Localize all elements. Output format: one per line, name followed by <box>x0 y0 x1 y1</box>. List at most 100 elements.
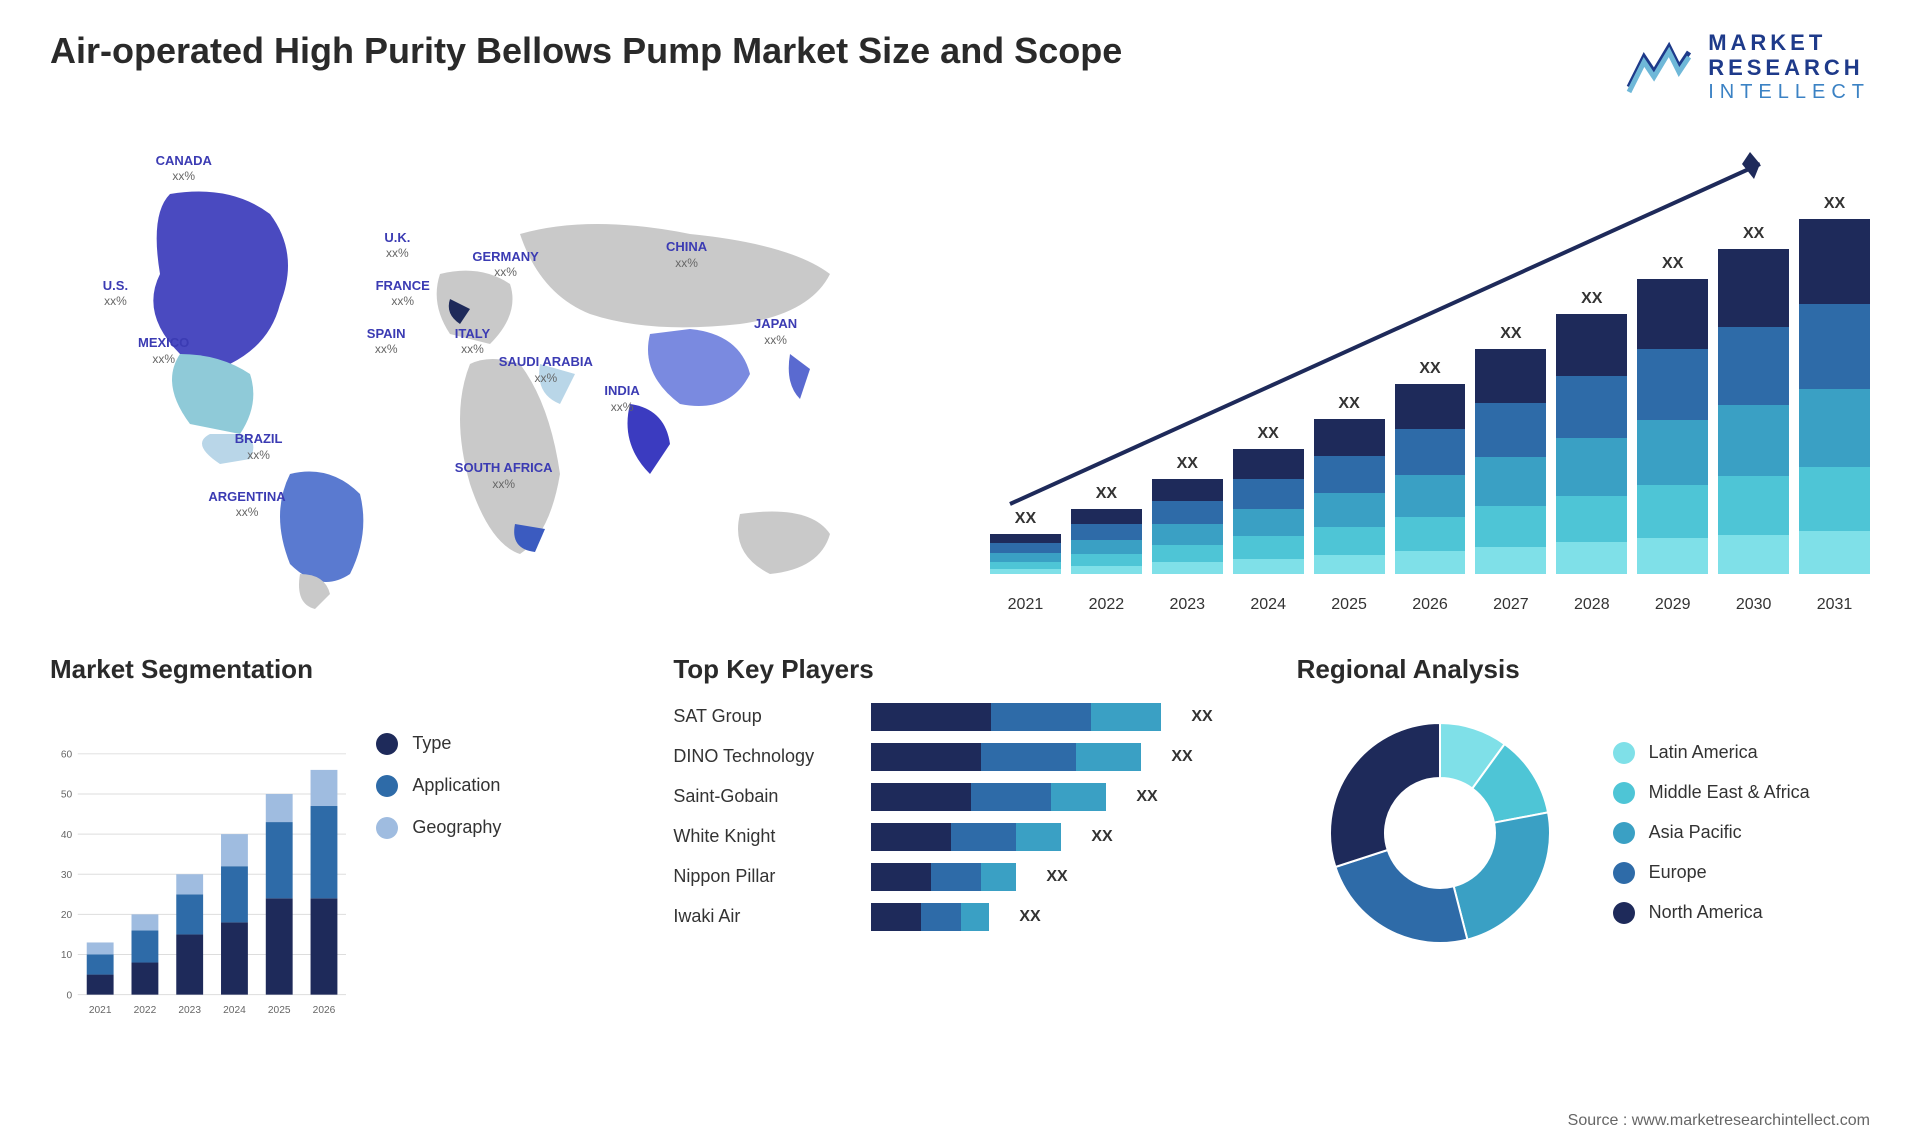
player-value: XX <box>1046 868 1067 886</box>
growth-bar-value: XX <box>1015 510 1036 528</box>
logo-line1: MARKET <box>1708 30 1870 55</box>
growth-year-label: 2022 <box>1071 596 1142 614</box>
map-label: U.S.xx% <box>103 278 128 309</box>
player-row: SAT Group XX <box>673 703 1246 731</box>
world-map-panel: CANADAxx%U.S.xx%MEXICOxx%BRAZILxx%ARGENT… <box>50 134 930 614</box>
legend-item: Asia Pacific <box>1613 822 1870 844</box>
logo-line2: RESEARCH <box>1708 55 1870 80</box>
map-label: JAPANxx% <box>754 316 797 347</box>
segmentation-legend: TypeApplicationGeography <box>376 703 623 1064</box>
legend-item: Middle East & Africa <box>1613 782 1870 804</box>
player-row: White Knight XX <box>673 823 1246 851</box>
legend-item: Application <box>376 775 623 797</box>
growth-bar-value: XX <box>1500 325 1521 343</box>
logo-icon <box>1624 37 1694 97</box>
player-name: DINO Technology <box>673 746 853 767</box>
growth-year-label: 2025 <box>1314 596 1385 614</box>
map-label: SOUTH AFRICAxx% <box>455 460 553 491</box>
growth-bar-value: XX <box>1258 425 1279 443</box>
players-section: Top Key Players SAT GroupXXDINO Technolo… <box>673 654 1246 1064</box>
growth-bar: XX <box>1556 290 1627 574</box>
growth-bar-value: XX <box>1581 290 1602 308</box>
svg-text:2021: 2021 <box>89 1005 112 1016</box>
legend-item: Geography <box>376 817 623 839</box>
map-label: INDIAxx% <box>604 383 639 414</box>
map-label: SPAINxx% <box>367 326 406 357</box>
players-title: Top Key Players <box>673 654 1246 685</box>
player-name: SAT Group <box>673 706 853 727</box>
svg-text:2024: 2024 <box>223 1005 246 1016</box>
growth-bar-value: XX <box>1096 485 1117 503</box>
svg-text:2023: 2023 <box>178 1005 201 1016</box>
player-value: XX <box>1019 908 1040 926</box>
svg-text:40: 40 <box>61 829 73 840</box>
player-value: XX <box>1091 828 1112 846</box>
player-name: Nippon Pillar <box>673 866 853 887</box>
source-caption: Source : www.marketresearchintellect.com <box>1568 1112 1870 1130</box>
growth-chart-panel: XXXXXXXXXXXXXXXXXXXXXX 20212022202320242… <box>990 134 1870 614</box>
player-name: White Knight <box>673 826 853 847</box>
world-map <box>50 134 930 614</box>
growth-bar: XX <box>1395 360 1466 574</box>
legend-item: North America <box>1613 902 1870 924</box>
logo-line3: INTELLECT <box>1708 81 1870 104</box>
growth-bar-value: XX <box>1662 255 1683 273</box>
segmentation-title: Market Segmentation <box>50 654 623 685</box>
regional-title: Regional Analysis <box>1297 654 1870 685</box>
growth-year-label: 2029 <box>1637 596 1708 614</box>
map-label: ARGENTINAxx% <box>208 489 285 520</box>
player-value: XX <box>1136 788 1157 806</box>
page-title: Air-operated High Purity Bellows Pump Ma… <box>50 30 1122 72</box>
player-value: XX <box>1191 708 1212 726</box>
growth-bar: XX <box>1475 325 1546 574</box>
svg-text:2026: 2026 <box>313 1005 336 1016</box>
growth-bar: XX <box>1718 225 1789 574</box>
growth-year-label: 2028 <box>1556 596 1627 614</box>
map-label: MEXICOxx% <box>138 335 189 366</box>
map-label: FRANCExx% <box>376 278 430 309</box>
growth-bar: XX <box>1799 195 1870 574</box>
player-value: XX <box>1171 748 1192 766</box>
svg-text:2025: 2025 <box>268 1005 291 1016</box>
segmentation-chart: 0 10 20 30 40 50 60 2021 2022 2023 2024 2025 2026 <box>50 703 346 1064</box>
growth-bar: XX <box>1071 485 1142 574</box>
growth-year-label: 2024 <box>1233 596 1304 614</box>
growth-bar-value: XX <box>1824 195 1845 213</box>
legend-item: Latin America <box>1613 742 1870 764</box>
svg-text:60: 60 <box>61 749 73 760</box>
players-chart: SAT GroupXXDINO TechnologyXXSaint-Gobain… <box>673 703 1246 943</box>
growth-bar: XX <box>1233 425 1304 574</box>
svg-text:50: 50 <box>61 789 73 800</box>
player-row: Iwaki Air XX <box>673 903 1246 931</box>
player-name: Saint-Gobain <box>673 786 853 807</box>
map-label: SAUDI ARABIAxx% <box>499 354 593 385</box>
growth-bar: XX <box>1637 255 1708 574</box>
growth-bar-value: XX <box>1338 395 1359 413</box>
map-label: ITALYxx% <box>455 326 490 357</box>
map-label: U.K.xx% <box>384 230 410 261</box>
player-row: Saint-Gobain XX <box>673 783 1246 811</box>
svg-text:10: 10 <box>61 950 73 961</box>
svg-text:2022: 2022 <box>134 1005 157 1016</box>
svg-text:20: 20 <box>61 910 73 921</box>
map-label: CHINAxx% <box>666 239 707 270</box>
regional-legend: Latin America Middle East & Africa Asia Pa… <box>1613 742 1870 924</box>
brand-logo: MARKET RESEARCH INTELLECT <box>1624 30 1870 104</box>
svg-text:30: 30 <box>61 870 73 881</box>
growth-year-label: 2030 <box>1718 596 1789 614</box>
segmentation-section: Market Segmentation 0 10 20 30 40 50 60 2021 202… <box>50 654 623 1064</box>
growth-bar: XX <box>1152 455 1223 574</box>
growth-year-label: 2026 <box>1395 596 1466 614</box>
growth-year-label: 2031 <box>1799 596 1870 614</box>
growth-bar: XX <box>990 510 1061 574</box>
map-label: CANADAxx% <box>156 153 212 184</box>
growth-year-label: 2027 <box>1475 596 1546 614</box>
svg-text:0: 0 <box>67 990 73 1001</box>
player-row: DINO Technology XX <box>673 743 1246 771</box>
player-name: Iwaki Air <box>673 906 853 927</box>
growth-bar: XX <box>1314 395 1385 574</box>
player-row: Nippon Pillar XX <box>673 863 1246 891</box>
regional-section: Regional Analysis Latin America Middle Ea… <box>1297 654 1870 1064</box>
growth-bar-value: XX <box>1743 225 1764 243</box>
legend-item: Europe <box>1613 862 1870 884</box>
